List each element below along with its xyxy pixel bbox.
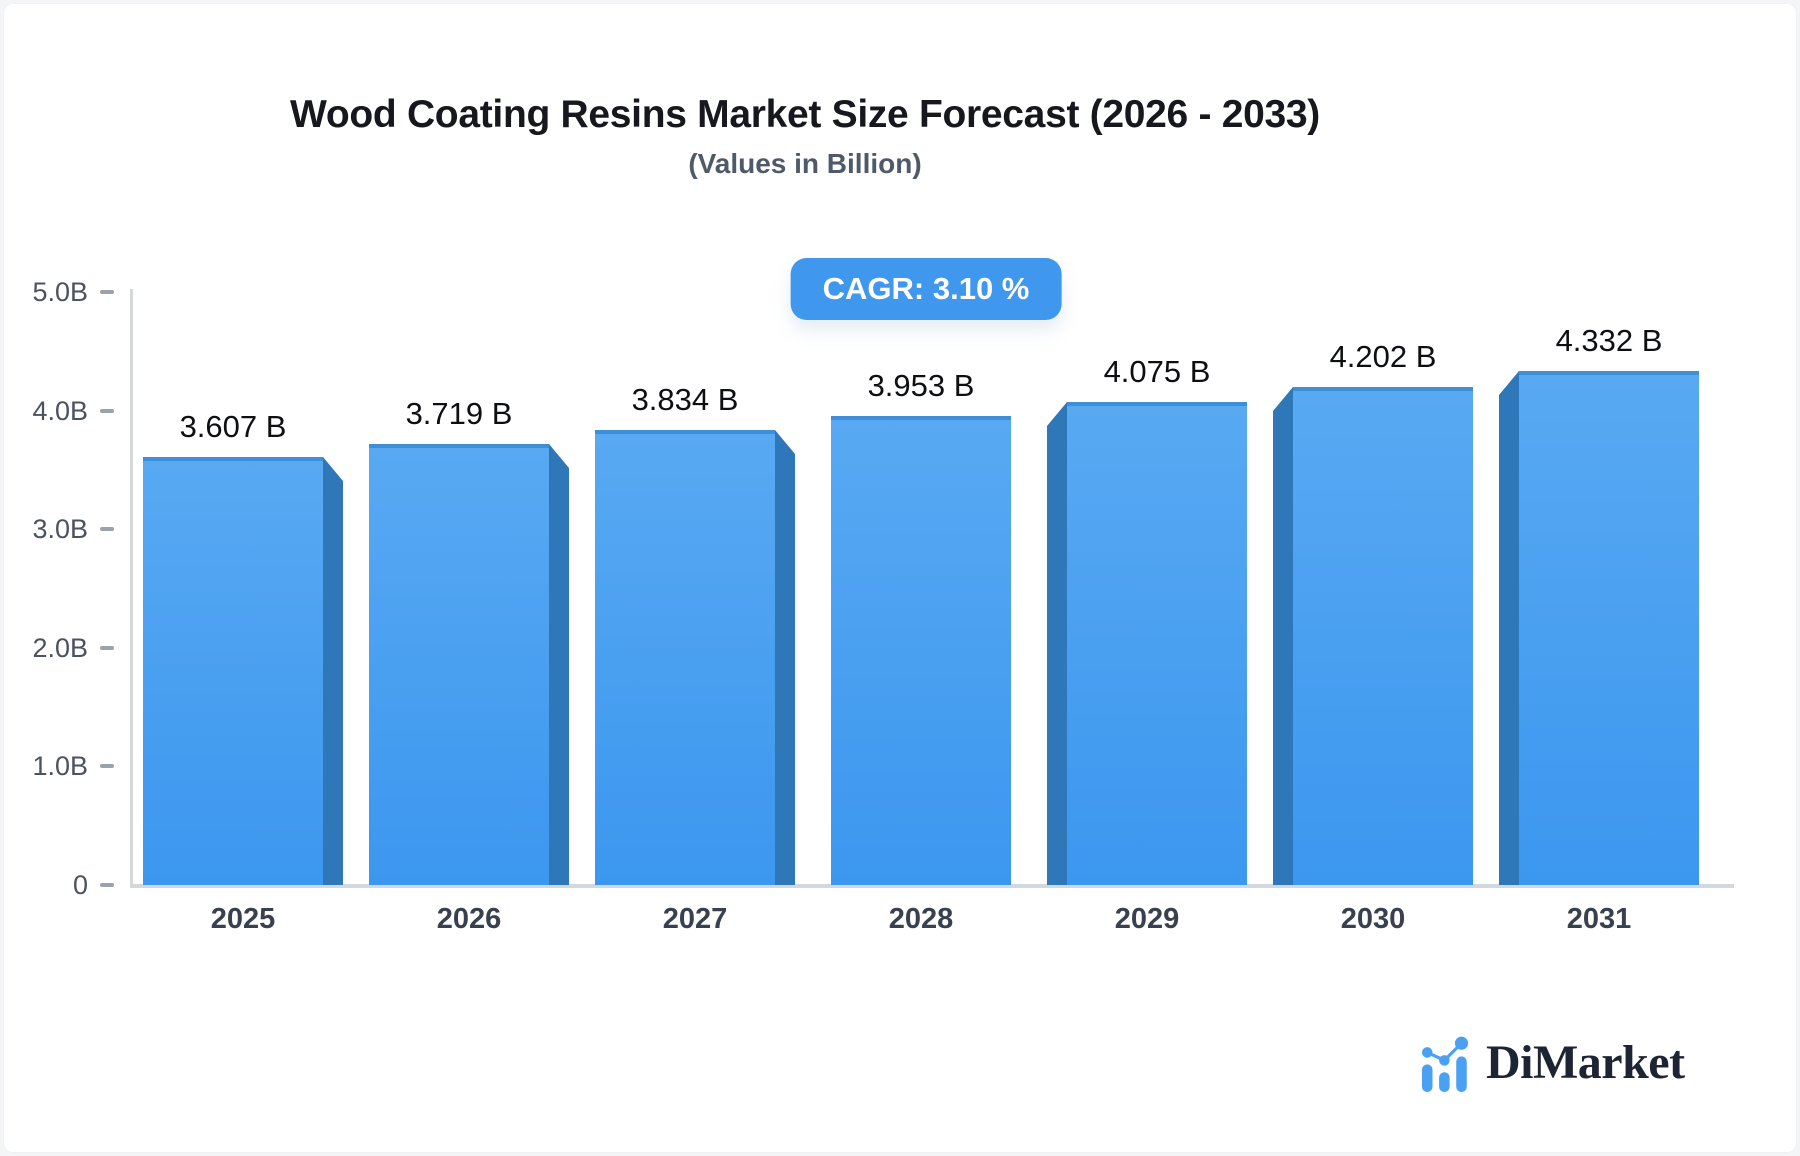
bar-2028 bbox=[821, 416, 1021, 885]
bar-value-label: 4.332 B bbox=[1555, 323, 1663, 358]
bar-2026 bbox=[369, 444, 569, 885]
y-tick-dash bbox=[100, 764, 114, 769]
x-axis-label: 2030 bbox=[1340, 903, 1406, 935]
x-axis-label: 2029 bbox=[1114, 903, 1180, 935]
y-tick-label: 5.0B bbox=[32, 277, 88, 307]
bar-value-label: 3.719 B bbox=[405, 396, 513, 431]
bar-2029 bbox=[1047, 402, 1247, 885]
dimarket-logo-icon bbox=[1421, 1036, 1469, 1092]
y-tick-label: 3.0B bbox=[32, 514, 88, 545]
bar-value-label: 3.953 B bbox=[867, 368, 975, 403]
y-tick-label: 0 bbox=[72, 870, 88, 900]
dimarket-logo-text: DiMarket bbox=[1486, 1036, 1685, 1089]
bar-side-face bbox=[775, 430, 795, 885]
chart-subtitle: (Values in Billion) bbox=[688, 148, 922, 179]
bar-side-face bbox=[1499, 371, 1519, 885]
bar-face bbox=[1519, 371, 1699, 885]
bar-face bbox=[1293, 387, 1473, 885]
x-axis-label: 2031 bbox=[1566, 903, 1632, 935]
bar-side-face bbox=[1273, 387, 1293, 885]
bar-face bbox=[595, 430, 775, 885]
bar-2025 bbox=[143, 457, 343, 885]
y-tick-label: 1.0B bbox=[32, 751, 88, 782]
bar-value-label: 4.075 B bbox=[1103, 354, 1211, 389]
dimarket-logo: DiMarket bbox=[1420, 1034, 1685, 1092]
y-tick-label: 4.0B bbox=[32, 395, 88, 426]
bar-side-face bbox=[323, 457, 343, 885]
bar-face bbox=[143, 457, 323, 885]
bar-side-face bbox=[1047, 402, 1067, 885]
y-tick-dash bbox=[100, 645, 114, 650]
bar-face bbox=[831, 416, 1011, 885]
y-tick-dash bbox=[100, 883, 114, 887]
x-axis-label: 2025 bbox=[210, 903, 276, 935]
cagr-badge-label: CAGR: 3.10 % bbox=[822, 271, 1030, 306]
y-axis-line bbox=[130, 289, 133, 887]
cagr-badge: CAGR: 3.10 % bbox=[790, 258, 1062, 320]
y-tick-dash bbox=[100, 527, 114, 532]
bar-value-label: 3.834 B bbox=[631, 382, 739, 417]
bar-2031 bbox=[1499, 371, 1699, 885]
x-axis-label: 2028 bbox=[888, 903, 954, 935]
bar-value-label: 3.607 B bbox=[179, 409, 287, 444]
x-axis-label: 2026 bbox=[436, 903, 502, 935]
y-tick-label: 2.0B bbox=[32, 632, 88, 663]
chart-title: Wood Coating Resins Market Size Forecast… bbox=[290, 93, 1320, 136]
x-axis-label: 2027 bbox=[662, 903, 728, 935]
y-tick-dash bbox=[100, 408, 114, 413]
bar-face bbox=[369, 444, 549, 885]
bar-2030 bbox=[1273, 387, 1473, 885]
x-axis-line bbox=[130, 884, 1734, 888]
bar-side-face bbox=[549, 444, 569, 885]
bar-value-label: 4.202 B bbox=[1329, 339, 1437, 374]
bar-face bbox=[1067, 402, 1247, 885]
bar-2027 bbox=[595, 430, 795, 885]
y-tick-dash bbox=[100, 290, 114, 294]
